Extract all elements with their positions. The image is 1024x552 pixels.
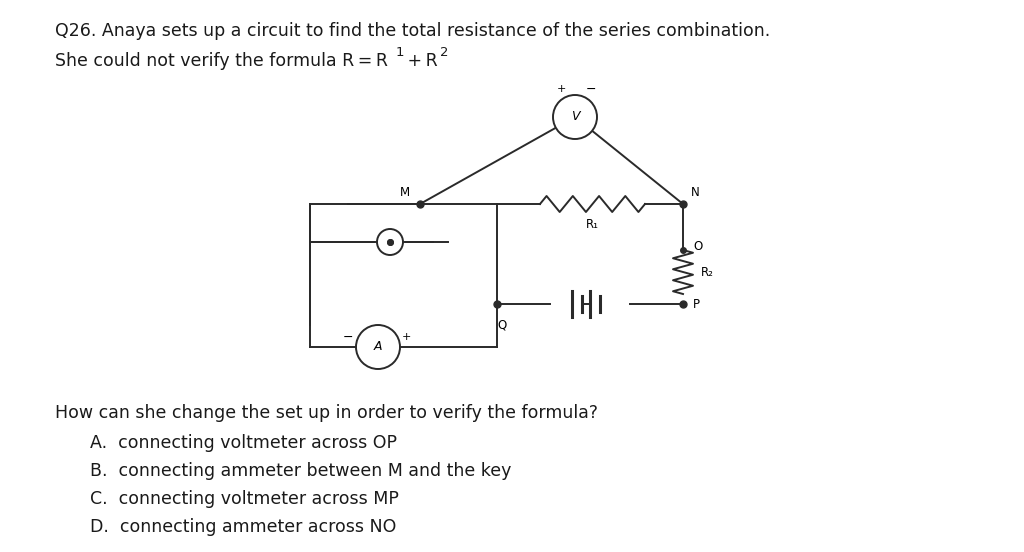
- Text: M: M: [400, 186, 410, 199]
- Circle shape: [553, 95, 597, 139]
- Text: Q26. Anaya sets up a circuit to find the total resistance of the series combinat: Q26. Anaya sets up a circuit to find the…: [55, 22, 770, 40]
- Text: V: V: [570, 110, 580, 124]
- Text: +: +: [556, 84, 565, 94]
- Text: R₂: R₂: [701, 266, 714, 279]
- Text: + R: + R: [404, 52, 437, 70]
- Text: 2: 2: [440, 46, 449, 59]
- Text: O: O: [693, 241, 702, 253]
- Circle shape: [377, 229, 403, 255]
- Text: 1: 1: [396, 46, 404, 59]
- Text: R₁: R₁: [586, 218, 599, 231]
- Text: How can she change the set up in order to verify the formula?: How can she change the set up in order t…: [55, 404, 598, 422]
- Text: B.  connecting ammeter between M and the key: B. connecting ammeter between M and the …: [90, 462, 511, 480]
- Text: Q: Q: [498, 318, 507, 331]
- Text: C.  connecting voltmeter across MP: C. connecting voltmeter across MP: [90, 490, 399, 508]
- Text: −: −: [586, 82, 596, 95]
- Text: D.  connecting ammeter across NO: D. connecting ammeter across NO: [90, 518, 396, 536]
- Circle shape: [356, 325, 400, 369]
- Text: A.  connecting voltmeter across OP: A. connecting voltmeter across OP: [90, 434, 397, 452]
- Text: −: −: [343, 331, 353, 343]
- Text: +: +: [401, 332, 411, 342]
- Text: P: P: [693, 298, 700, 310]
- Text: She could not verify the formula R = R: She could not verify the formula R = R: [55, 52, 388, 70]
- Text: N: N: [691, 186, 699, 199]
- Text: A: A: [374, 341, 382, 353]
